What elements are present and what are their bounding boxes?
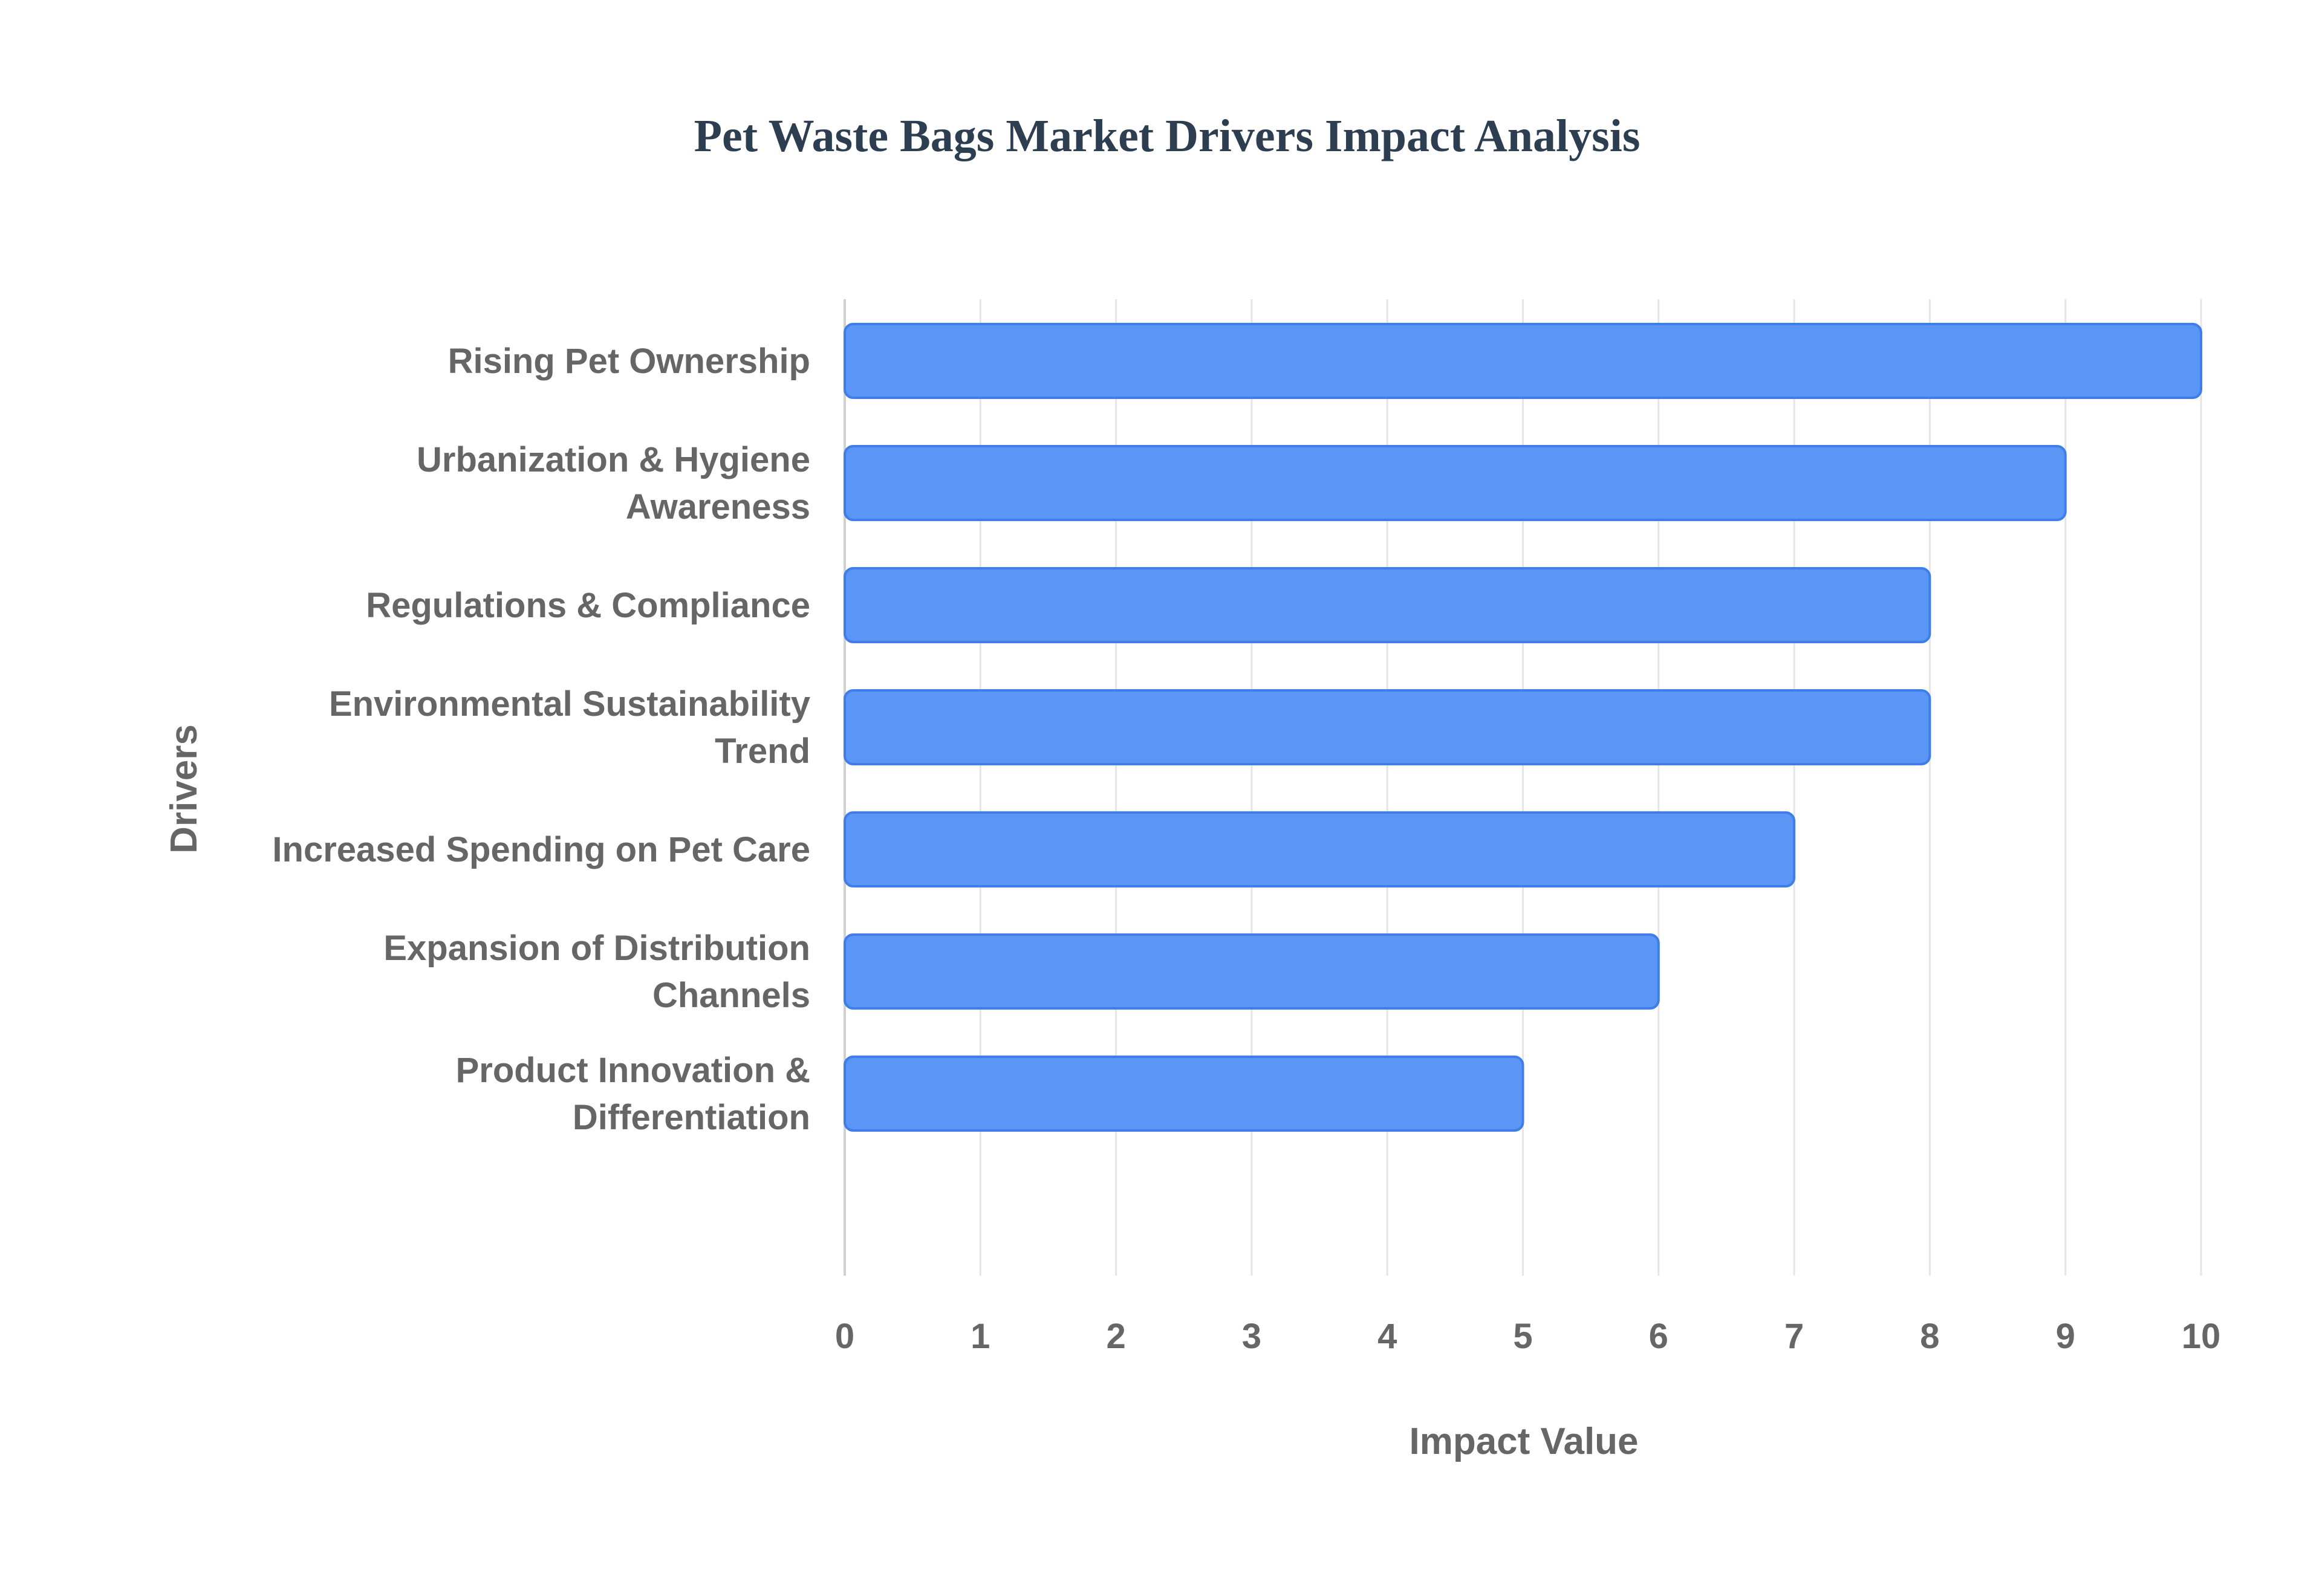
- x-tick-label-2: 2: [1106, 1317, 1125, 1356]
- bar-0: [844, 323, 2202, 399]
- x-tick-label-6: 6: [1649, 1317, 1668, 1356]
- bar-6: [844, 1056, 1524, 1132]
- x-axis-title: Impact Value: [1409, 1421, 1638, 1462]
- x-tick-label-0: 0: [835, 1317, 854, 1356]
- category-labels: Rising Pet Ownership Urbanization & Hygie…: [272, 342, 810, 1137]
- category-label-0-line-0: Rising Pet Ownership: [448, 342, 810, 381]
- x-tick-label-9: 9: [2056, 1317, 2075, 1356]
- category-label-1-line-0: Urbanization & Hygiene: [417, 440, 810, 479]
- bar-2: [844, 567, 1931, 643]
- x-tick-label-4: 4: [1377, 1317, 1397, 1356]
- chart-title: Pet Waste Bags Market Drivers Impact Ana…: [694, 111, 1641, 161]
- x-tick-label-10: 10: [2182, 1317, 2221, 1356]
- bar-1: [844, 445, 2067, 521]
- category-label-5-line-1: Channels: [652, 976, 810, 1015]
- category-label-1-line-1: Awareness: [626, 487, 810, 527]
- bars: [844, 323, 2202, 1132]
- y-axis-title: Drivers: [163, 724, 205, 854]
- category-label-6-line-0: Product Innovation &: [456, 1051, 810, 1090]
- category-label-3-line-0: Environmental Sustainability: [329, 684, 810, 724]
- x-tick-labels: 0 1 2 3 4 5 6 7 8 9 10: [835, 1317, 2220, 1356]
- x-tick-label-5: 5: [1513, 1317, 1532, 1356]
- category-label-4-line-0: Increased Spending on Pet Care: [272, 830, 810, 869]
- x-tick-label-7: 7: [1784, 1317, 1804, 1356]
- category-label-5-line-0: Expansion of Distribution: [383, 929, 810, 968]
- x-tick-label-1: 1: [971, 1317, 990, 1356]
- category-label-6-line-1: Differentiation: [573, 1098, 810, 1137]
- x-tick-label-3: 3: [1242, 1317, 1261, 1356]
- x-tick-label-8: 8: [1920, 1317, 1939, 1356]
- category-label-3-line-1: Trend: [715, 731, 810, 771]
- category-label-2-line-0: Regulations & Compliance: [366, 586, 810, 625]
- bar-4: [844, 811, 1796, 887]
- bar-5: [844, 933, 1660, 1010]
- bar-3: [844, 689, 1931, 765]
